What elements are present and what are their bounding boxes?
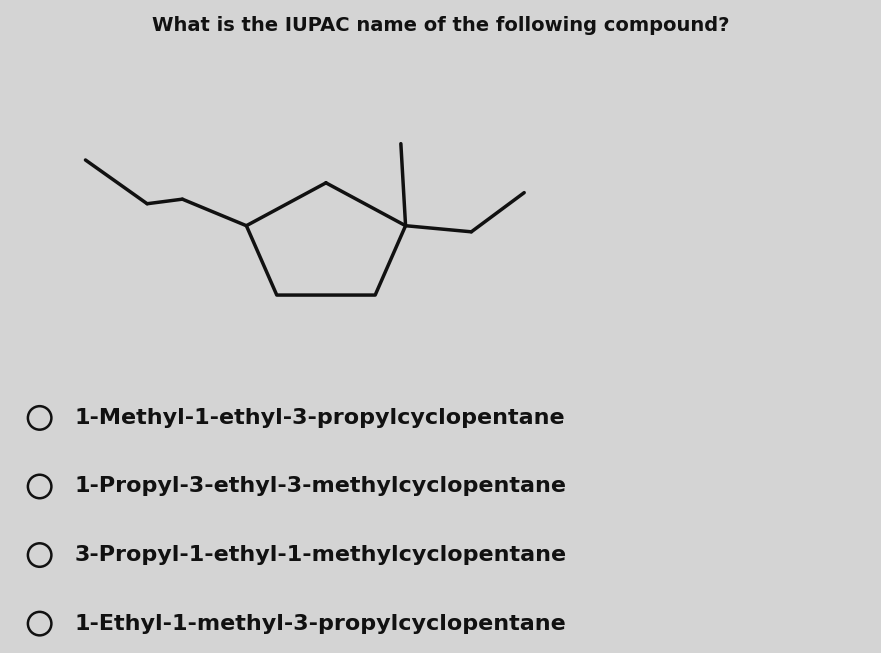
Text: 1-Methyl-1-ethyl-3-propylcyclopentane: 1-Methyl-1-ethyl-3-propylcyclopentane xyxy=(75,408,566,428)
Text: 1-Propyl-3-ethyl-3-methylcyclopentane: 1-Propyl-3-ethyl-3-methylcyclopentane xyxy=(75,477,566,496)
Text: What is the IUPAC name of the following compound?: What is the IUPAC name of the following … xyxy=(152,16,729,35)
Text: 1-Ethyl-1-methyl-3-propylcyclopentane: 1-Ethyl-1-methyl-3-propylcyclopentane xyxy=(75,614,566,633)
Text: 3-Propyl-1-ethyl-1-methylcyclopentane: 3-Propyl-1-ethyl-1-methylcyclopentane xyxy=(75,545,567,565)
